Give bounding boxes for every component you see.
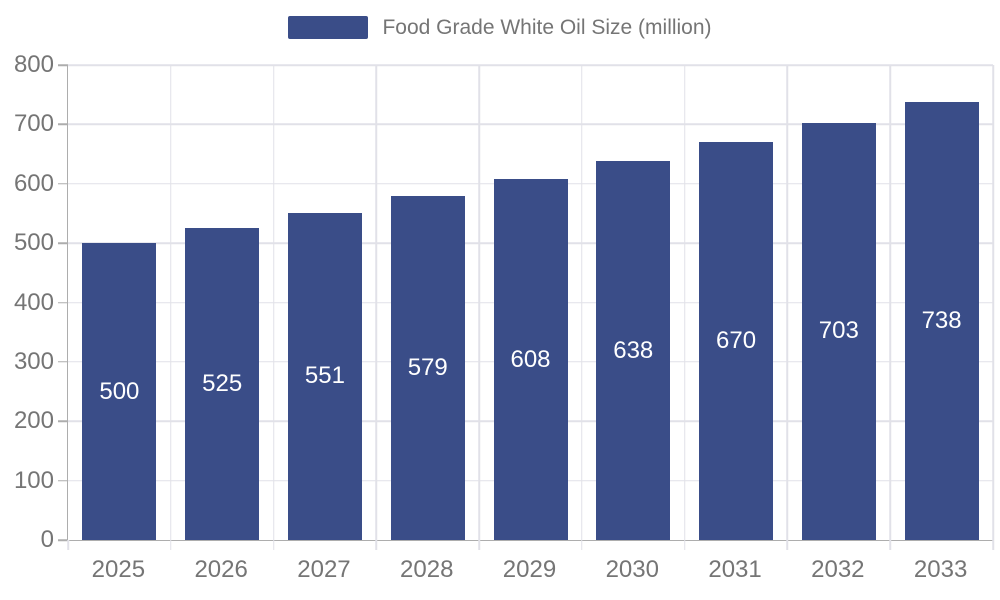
- y-axis-tick: [58, 420, 68, 422]
- x-axis-tick: [581, 540, 583, 550]
- y-axis-tick: [58, 183, 68, 185]
- plot-area: 500 525 551 579 608 638 670 703 738: [58, 64, 994, 550]
- legend-label: Food Grade White Oil Size (million): [382, 16, 712, 39]
- x-tick-label: 2026: [194, 556, 248, 583]
- x-tick-label: 2031: [708, 556, 762, 583]
- bar-value-label: 608: [510, 345, 551, 373]
- y-tick-label: 800: [13, 51, 54, 78]
- x-tick-label: 2029: [502, 556, 557, 583]
- bar-value-label: 551: [304, 362, 345, 390]
- gridline-horizontal: [68, 64, 993, 66]
- gridline-vertical: [478, 65, 480, 540]
- bar-2026[interactable]: 525: [185, 228, 260, 540]
- x-axis-tick: [992, 540, 994, 550]
- x-axis: 2025 2026 2027 2028 2029 2030 2031 2032 2033: [67, 558, 992, 588]
- bar-value-label: 500: [99, 377, 140, 405]
- gridline-vertical: [170, 65, 172, 540]
- bar-value-label: 638: [613, 336, 654, 364]
- bar-2030[interactable]: 638: [596, 161, 671, 540]
- y-tick-label: 500: [13, 229, 54, 257]
- x-tick-label: 2032: [811, 556, 865, 583]
- bar-value-label: 579: [407, 354, 448, 382]
- y-tick-label: 400: [13, 288, 54, 316]
- x-tick-label: 2025: [91, 556, 146, 583]
- legend-swatch: [288, 16, 369, 39]
- bar-2027[interactable]: 551: [287, 212, 362, 540]
- gridline-horizontal: [68, 123, 993, 126]
- gridline-vertical: [889, 65, 891, 540]
- bar-2028[interactable]: 579: [390, 196, 465, 540]
- y-tick-label: 300: [13, 347, 54, 375]
- x-axis-tick: [683, 540, 686, 550]
- x-axis-tick: [478, 540, 480, 550]
- gridline-vertical: [375, 65, 378, 540]
- y-tick-label: 200: [13, 407, 54, 435]
- gridline-vertical: [272, 65, 275, 540]
- y-axis-tick: [58, 479, 68, 482]
- y-axis-tick: [58, 242, 68, 244]
- bar-2025[interactable]: 500: [82, 243, 157, 540]
- gridline-vertical: [683, 65, 686, 540]
- x-tick-label: 2033: [913, 556, 968, 583]
- x-axis-tick: [67, 540, 69, 550]
- y-tick-label: 100: [13, 466, 54, 494]
- y-axis-tick: [58, 301, 68, 304]
- y-tick-label: 600: [13, 169, 54, 197]
- gridline-vertical: [786, 65, 789, 540]
- legend-item[interactable]: Food Grade White Oil Size (million): [0, 16, 1000, 39]
- y-tick-label: 700: [13, 110, 54, 138]
- bar-2031[interactable]: 670: [699, 142, 774, 540]
- x-axis-tick: [170, 540, 172, 550]
- y-axis-tick: [58, 64, 68, 66]
- x-tick-label: 2030: [605, 556, 659, 583]
- x-axis-tick: [375, 540, 378, 550]
- x-axis-tick: [272, 540, 275, 550]
- bar-2032[interactable]: 703: [801, 122, 876, 540]
- bar-2033[interactable]: 738: [904, 101, 979, 540]
- y-tick-label: 0: [40, 526, 54, 553]
- bar-value-label: 525: [202, 370, 243, 398]
- x-axis-tick: [889, 540, 891, 550]
- x-axis-tick: [786, 540, 789, 550]
- gridline-vertical: [581, 65, 583, 540]
- y-axis-tick: [58, 123, 68, 126]
- bar-value-label: 703: [818, 317, 859, 345]
- bar-value-label: 738: [921, 306, 962, 334]
- y-axis-tick: [58, 361, 68, 363]
- y-axis-tick: [58, 539, 68, 541]
- x-tick-label: 2028: [400, 556, 454, 583]
- x-tick-label: 2027: [297, 556, 351, 583]
- bar-value-label: 670: [716, 327, 757, 355]
- gridline-vertical: [992, 65, 994, 540]
- bar-2029[interactable]: 608: [493, 179, 568, 540]
- y-axis: 0 100 200 300 400 500 600 700 800: [0, 53, 54, 552]
